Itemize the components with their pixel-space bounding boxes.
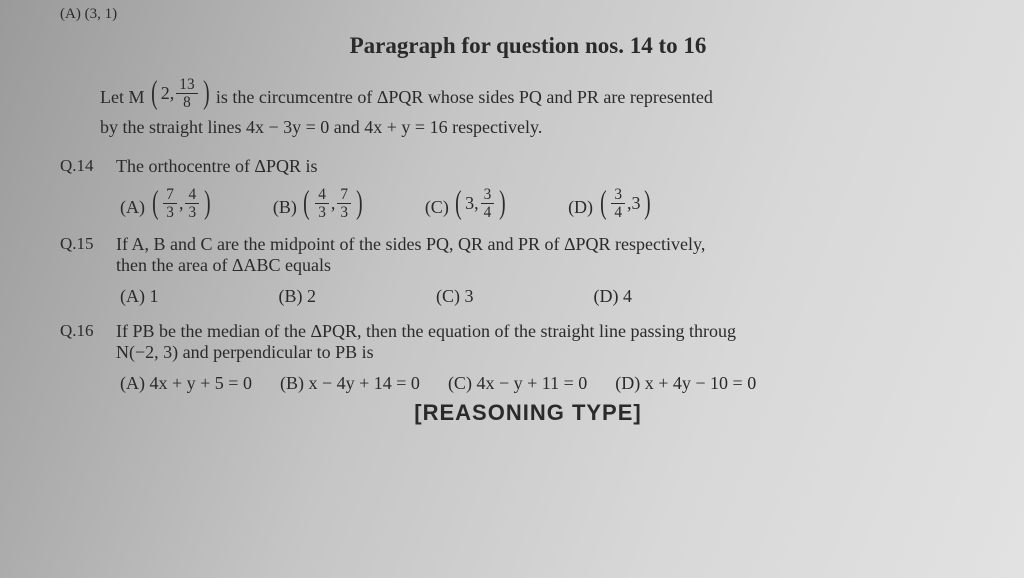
q16C-val: 4x − y + 11 = 0: [476, 373, 587, 393]
q16-opt-A: (A) 4x + y + 5 = 0: [120, 373, 252, 394]
q14D-xn: 3: [611, 187, 625, 204]
passage-pre: Let M: [100, 87, 145, 107]
q15-line1: If A, B and C are the midpoint of the si…: [116, 234, 705, 254]
q14B-xd: 3: [315, 204, 329, 220]
q15A-val: 1: [150, 286, 159, 306]
q14B-xn: 4: [315, 187, 329, 204]
q14B-yn: 7: [337, 187, 351, 204]
q14A-xd: 3: [163, 204, 177, 220]
q14A-yn: 4: [185, 187, 199, 204]
q15-number: Q.15: [60, 234, 112, 254]
q15B-val: 2: [307, 286, 316, 306]
q16A-val: 4x + y + 5 = 0: [150, 373, 252, 393]
q16-options: (A) 4x + y + 5 = 0 (B) x − 4y + 14 = 0 (…: [120, 373, 996, 394]
q15-opt-D: (D) 4: [594, 286, 633, 307]
passage-line-1: Let M 2, 13 8 is the circumcentre of ΔPQ…: [100, 77, 986, 111]
q14-number: Q.14: [60, 156, 112, 176]
q14-opt-A: (A) 73, 43: [120, 187, 213, 221]
q14D-y: 3: [632, 193, 641, 214]
prev-option-fragment: (A) (3, 1): [60, 6, 996, 23]
passage-text: Let M 2, 13 8 is the circumcentre of ΔPQ…: [100, 77, 986, 138]
q14-opt-B: (B) 43, 73: [273, 187, 365, 221]
q16-line1: If PB be the median of the ΔPQR, then th…: [116, 321, 736, 341]
q14D-xd: 4: [611, 204, 625, 220]
q14-row: Q.14 The orthocentre of ΔPQR is: [60, 156, 996, 177]
M-x: 2: [161, 83, 170, 104]
passage-line-2: by the straight lines 4x − 3y = 0 and 4x…: [100, 117, 986, 138]
q15-row: Q.15 If A, B and C are the midpoint of t…: [60, 234, 996, 276]
q14B-yd: 3: [337, 204, 351, 220]
reasoning-type-heading: [REASONING TYPE]: [60, 400, 996, 426]
q15-opt-C: (C) 3: [436, 286, 474, 307]
q14A-yd: 3: [185, 204, 199, 220]
q16-row: Q.16 If PB be the median of the ΔPQR, th…: [60, 321, 996, 363]
q14C-yn: 3: [481, 187, 495, 204]
q16-text: If PB be the median of the ΔPQR, then th…: [116, 321, 736, 363]
q16-line2: N(−2, 3) and perpendicular to PB is: [116, 342, 374, 362]
q14A-xn: 7: [163, 187, 177, 204]
q15-opt-B: (B) 2: [279, 286, 317, 307]
q15-opt-A: (A) 1: [120, 286, 159, 307]
q14C-yd: 4: [481, 204, 495, 220]
q16-opt-D: (D) x + 4y − 10 = 0: [615, 373, 756, 394]
q14-text: The orthocentre of ΔPQR is: [116, 156, 318, 177]
q15-line2: then the area of ΔABC equals: [116, 255, 331, 275]
q14-opt-D: (D) 34, 3: [568, 187, 652, 221]
M-y-frac: 13 8: [176, 77, 197, 111]
M-y-den: 8: [176, 94, 197, 110]
q14C-x: 3: [465, 193, 474, 214]
q16-opt-B: (B) x − 4y + 14 = 0: [280, 373, 420, 394]
q15-text: If A, B and C are the midpoint of the si…: [116, 234, 705, 276]
q14-options: (A) 73, 43 (B) 43, 73 (C) 3, 34 (D) 34, …: [120, 187, 996, 221]
q15D-val: 4: [623, 286, 632, 306]
q16B-val: x − 4y + 14 = 0: [308, 373, 419, 393]
point-M: 2, 13 8: [149, 77, 211, 111]
M-y-num: 13: [176, 77, 197, 94]
q14-opt-C: (C) 3, 34: [425, 187, 508, 221]
q15-options: (A) 1 (B) 2 (C) 3 (D) 4: [120, 286, 996, 307]
q16-number: Q.16: [60, 321, 112, 341]
exam-page: (A) (3, 1) Paragraph for question nos. 1…: [0, 0, 1024, 426]
passage-post: is the circumcentre of ΔPQR whose sides …: [216, 87, 713, 107]
q15C-val: 3: [465, 286, 474, 306]
q16D-val: x + 4y − 10 = 0: [645, 373, 756, 393]
paragraph-heading: Paragraph for question nos. 14 to 16: [60, 33, 996, 59]
q16-opt-C: (C) 4x − y + 11 = 0: [448, 373, 587, 394]
